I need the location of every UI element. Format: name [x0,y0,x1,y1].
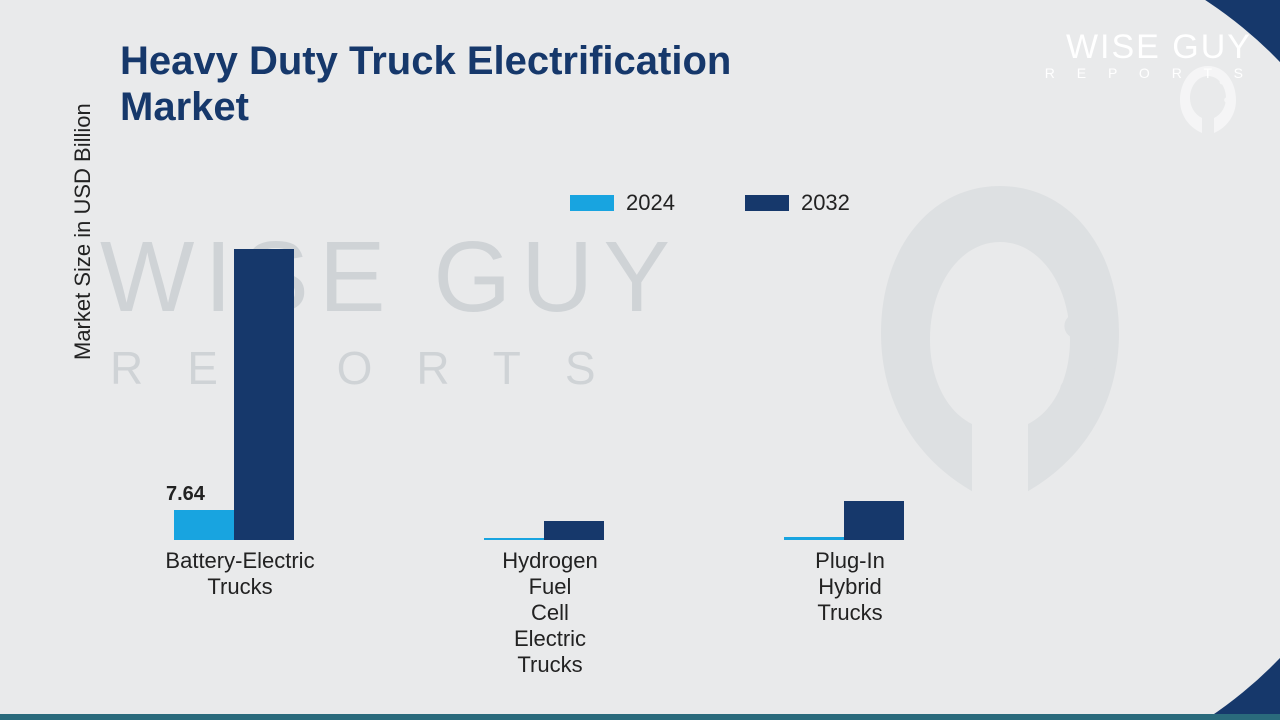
chart-title: Heavy Duty Truck Electrification Market [120,38,820,130]
bottom-accent-bar [0,714,1280,720]
legend-label: 2032 [801,190,850,216]
legend-item: 2024 [570,190,675,216]
bar [484,538,544,540]
brand-name: WISE GUY [1045,28,1252,67]
y-axis-label: Market Size in USD Billion [70,103,96,360]
bar [234,249,294,540]
brand-logo: WISE GUY R E P O R T S [1045,28,1252,81]
legend-swatch [570,195,614,211]
legend-swatch [745,195,789,211]
bar [844,501,904,540]
category-label: Battery-ElectricTrucks [140,548,340,600]
legend-label: 2024 [626,190,675,216]
legend-item: 2032 [745,190,850,216]
category-label: Plug-InHybridTrucks [750,548,950,626]
legend: 2024 2032 [570,190,850,216]
brand-head-icon [1178,64,1238,134]
bar [784,537,844,540]
plot-area: 7.64 [120,230,980,540]
bar [174,510,234,540]
category-label: HydrogenFuelCellElectricTrucks [450,548,650,678]
bar [544,521,604,540]
chart-canvas: WISE GUY REPORTS Heavy Duty Truck Electr… [0,0,1280,720]
bar-value-label: 7.64 [166,483,205,506]
